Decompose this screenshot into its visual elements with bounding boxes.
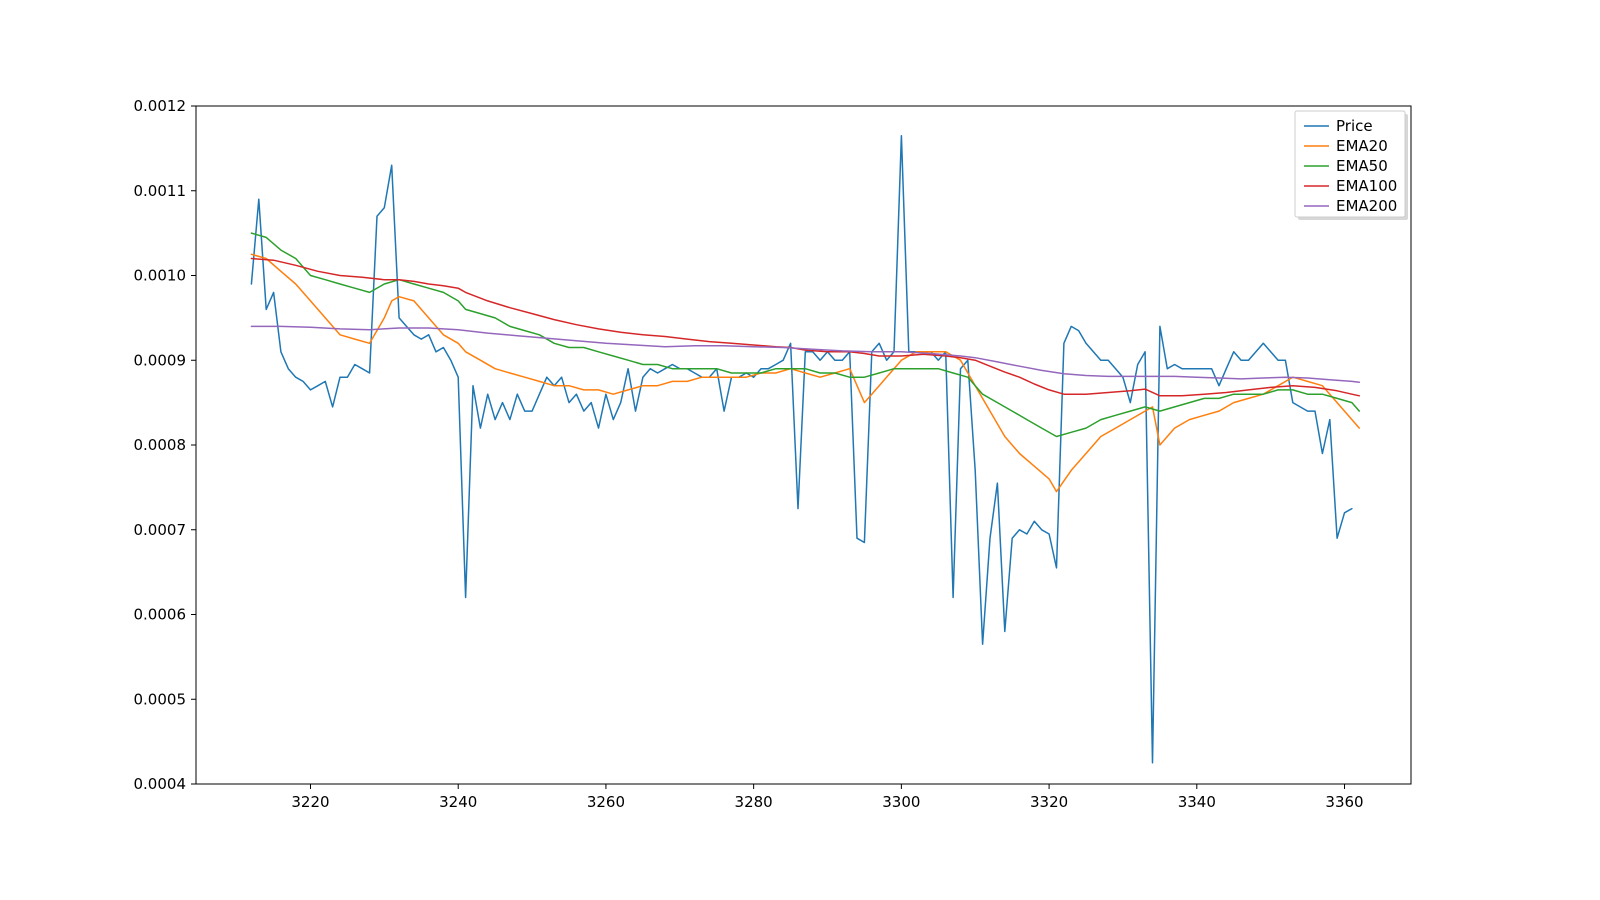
legend-label-ema100: EMA100 — [1336, 177, 1397, 195]
legend-label-ema200: EMA200 — [1336, 197, 1397, 215]
legend-label-price: Price — [1336, 117, 1373, 135]
y-tick-label: 0.0011 — [134, 182, 187, 200]
plot-border — [195, 105, 1412, 785]
legend-label-ema50: EMA50 — [1336, 157, 1388, 175]
y-tick-label: 0.0008 — [134, 436, 187, 454]
y-tick-label: 0.0005 — [134, 690, 187, 708]
x-tick-label: 3300 — [882, 793, 920, 811]
y-tick-label: 0.0007 — [134, 521, 187, 539]
x-tick-label: 3260 — [587, 793, 625, 811]
y-tick-label: 0.0012 — [134, 97, 187, 115]
series-line-ema100 — [250, 257, 1361, 397]
x-tick-label: 3240 — [439, 793, 477, 811]
x-tick-label: 3220 — [291, 793, 329, 811]
x-tick-label: 3320 — [1030, 793, 1068, 811]
series-line-ema20 — [250, 253, 1361, 493]
x-tick-label: 3280 — [735, 793, 773, 811]
x-tick-label: 3360 — [1325, 793, 1363, 811]
series-line-ema50 — [250, 232, 1361, 438]
y-tick-label: 0.0009 — [134, 351, 187, 369]
y-tick-label: 0.0010 — [134, 267, 187, 285]
y-tick-label: 0.0006 — [134, 606, 187, 624]
series-line-price — [250, 134, 1353, 764]
legend-box — [1294, 110, 1406, 218]
legend-label-ema20: EMA20 — [1336, 137, 1388, 155]
series-line-ema200 — [250, 325, 1361, 384]
x-tick-label: 3340 — [1178, 793, 1216, 811]
y-tick-label: 0.0004 — [134, 775, 187, 793]
